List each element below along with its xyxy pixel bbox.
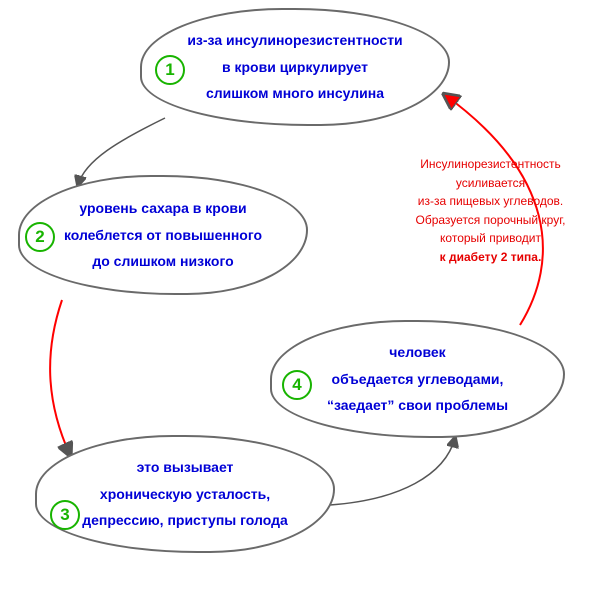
node-2-text: уровень сахара в крови колеблется от пов… bbox=[64, 195, 262, 275]
node-4-badge: 4 bbox=[282, 370, 312, 400]
node-2: уровень сахара в крови колеблется от пов… bbox=[18, 175, 308, 295]
sidenote-plain: Инсулинорезистентность усиливается из-за… bbox=[416, 157, 566, 245]
edge-2-3 bbox=[50, 300, 70, 455]
node-1-text: из-за инсулинорезистентности в крови цир… bbox=[187, 27, 402, 107]
edge-3-4 bbox=[330, 438, 455, 505]
node-1: из-за инсулинорезистентности в крови цир… bbox=[140, 8, 450, 126]
node-3: это вызывает хроническую усталость, депр… bbox=[35, 435, 335, 553]
node-1-badge: 1 bbox=[155, 55, 185, 85]
sidenote: Инсулинорезистентность усиливается из-за… bbox=[398, 155, 583, 267]
node-4: человек объедается углеводами, “заедает”… bbox=[270, 320, 565, 438]
node-4-text: человек объедается углеводами, “заедает”… bbox=[327, 339, 508, 419]
node-3-text: это вызывает хроническую усталость, депр… bbox=[82, 454, 288, 534]
node-3-badge: 3 bbox=[50, 500, 80, 530]
diagram-stage: из-за инсулинорезистентности в крови цир… bbox=[0, 0, 600, 600]
node-2-badge: 2 bbox=[25, 222, 55, 252]
sidenote-bold: к диабету 2 типа. bbox=[440, 250, 542, 264]
